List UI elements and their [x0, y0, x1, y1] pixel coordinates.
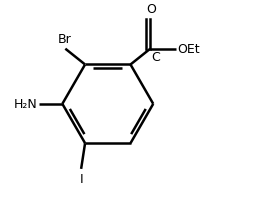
Text: H₂N: H₂N	[14, 98, 38, 111]
Text: C: C	[151, 50, 160, 63]
Text: I: I	[79, 173, 83, 185]
Text: OEt: OEt	[177, 43, 200, 56]
Text: O: O	[146, 3, 156, 16]
Text: Br: Br	[57, 33, 71, 46]
